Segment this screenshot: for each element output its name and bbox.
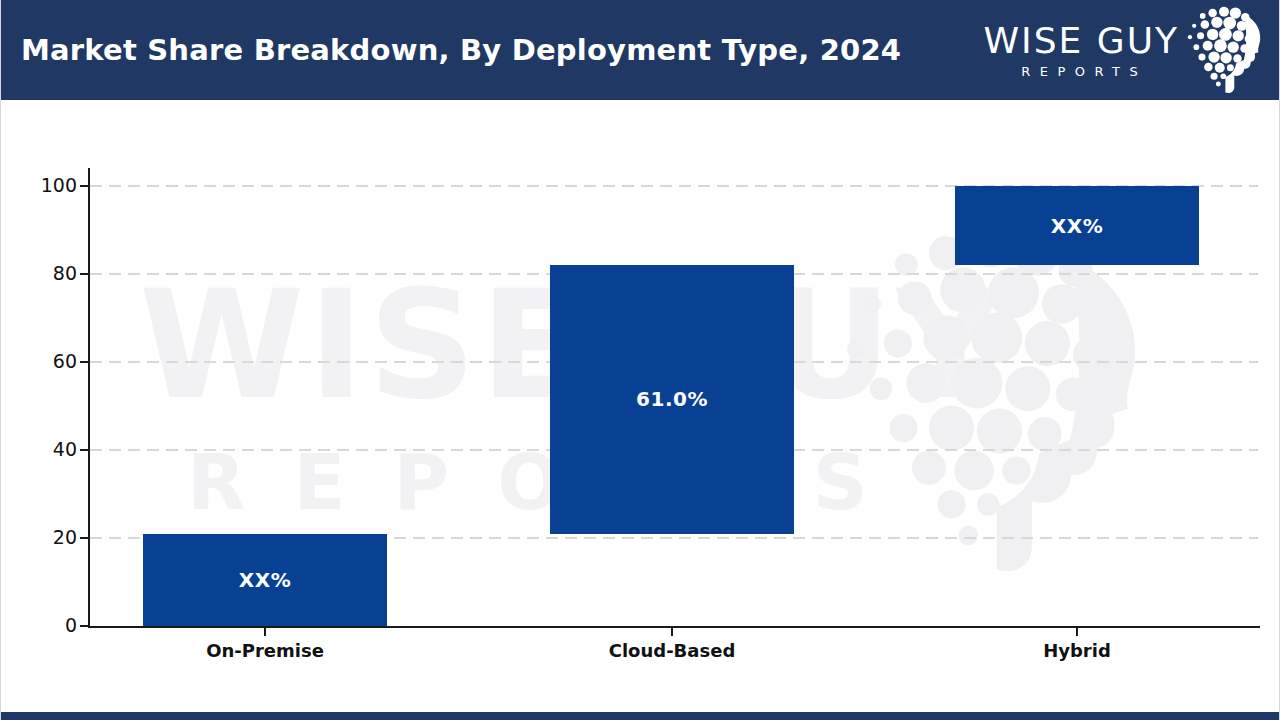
y-tick-label-0: 0 [17, 614, 77, 636]
bar-value-label: 61.0% [636, 387, 708, 411]
y-axis-tick-60 [80, 361, 88, 363]
x-axis-tick-0 [264, 628, 266, 636]
y-axis-tick-80 [80, 273, 88, 275]
y-tick-label-20: 20 [17, 526, 77, 548]
y-axis-tick-20 [80, 537, 88, 539]
y-axis-tick-100 [80, 185, 88, 187]
x-axis-tick-1 [671, 628, 673, 636]
wiseguy-logo: WISE GUY REPORTS [984, 0, 1268, 100]
bar-value-label: XX% [1051, 214, 1103, 238]
category-label-cloud-based: Cloud-Based [522, 640, 822, 661]
wiseguy-logo-text: WISE GUY REPORTS [984, 23, 1180, 78]
category-label-on-premise: On-Premise [115, 640, 415, 661]
header-bar: Market Share Breakdown, By Deployment Ty… [1, 0, 1280, 100]
wiseguy-head-icon [1181, 6, 1267, 94]
y-tick-label-60: 60 [17, 350, 77, 372]
bar-on-premise: XX% [143, 534, 387, 626]
y-tick-label-100: 100 [17, 174, 77, 196]
plot-area: 0 20 40 60 80 100 XX% On-Premise 61.0% Cloud-Base… [1, 0, 1280, 720]
y-axis-tick-0 [80, 625, 88, 627]
wiseguy-logo-line1: WISE GUY [984, 23, 1180, 59]
bar-hybrid: XX% [955, 186, 1199, 265]
x-axis-tick-2 [1076, 628, 1078, 636]
bar-cloud-based: 61.0% [550, 265, 794, 533]
y-axis-line [88, 168, 90, 628]
bar-value-label: XX% [239, 568, 291, 592]
page-title: Market Share Breakdown, By Deployment Ty… [21, 33, 901, 67]
category-label-hybrid: Hybrid [927, 640, 1227, 661]
wiseguy-logo-line2: REPORTS [1021, 65, 1147, 78]
chart-page: WISE GUY REPORTS 0 20 40 60 80 100 XX% On-Premi… [0, 0, 1280, 720]
y-tick-label-80: 80 [17, 262, 77, 284]
y-tick-label-40: 40 [17, 438, 77, 460]
y-axis-tick-40 [80, 449, 88, 451]
footer-bar [1, 712, 1280, 720]
